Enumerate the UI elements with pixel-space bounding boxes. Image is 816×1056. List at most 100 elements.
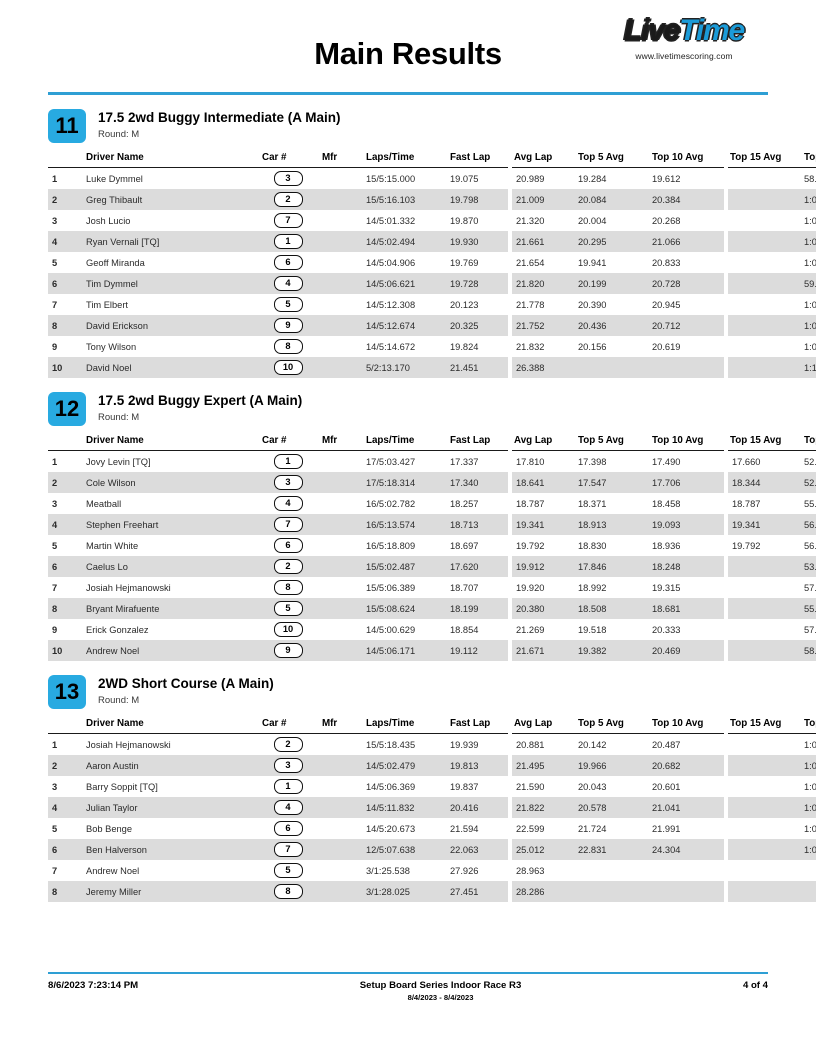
cell-avg: 21.822	[508, 797, 574, 818]
cell-mfr	[318, 252, 362, 273]
cell-pos: 6	[48, 273, 82, 294]
cell-name: Jeremy Miller	[82, 881, 258, 902]
cell-t15: 19.341	[724, 514, 800, 535]
cell-mfr	[318, 839, 362, 860]
section-round: Round: M	[98, 411, 140, 423]
cell-t5: 20.578	[574, 797, 648, 818]
cell-avg: 28.963	[508, 860, 574, 881]
table-row: 7 Andrew Noel 5 3/1:25.538 27.926 28.963	[48, 860, 816, 881]
cell-fast: 21.451	[446, 357, 510, 378]
cell-name: David Erickson	[82, 315, 258, 336]
cell-name: Josiah Hejmanowski	[86, 582, 171, 593]
cell-t15	[724, 619, 800, 640]
cell-name: Erick Gonzalez	[86, 624, 149, 635]
cell-t5: 20.390	[578, 299, 607, 310]
cell-car-number: 3	[258, 168, 318, 190]
cell-t5: 19.284	[578, 173, 607, 184]
table-row: 4 Julian Taylor 4 14/5:11.832 20.416 21.822 20…	[48, 797, 816, 818]
column-header-t3: Top 3 Con	[800, 715, 816, 734]
table-header-row: Driver Name Car # Mfr Laps/Time Fast Lap Avg …	[48, 715, 816, 734]
cell-car-number: 6	[258, 818, 318, 839]
cell-t10: 24.304	[648, 839, 726, 860]
cell-laps: 14/5:06.171	[362, 640, 446, 661]
cell-car-number: 10	[258, 357, 318, 378]
cell-name: Martin White	[86, 540, 139, 551]
cell-t5: 19.966	[574, 755, 648, 776]
section-header: 12 17.5 2wd Buggy Expert (A Main) Round: M	[48, 392, 768, 426]
cell-pos: 8	[48, 881, 82, 902]
table-row: 1 Josiah Hejmanowski 2 15/5:18.435 19.939 20.…	[48, 733, 816, 756]
cell-laps: 15/5:15.000	[366, 173, 416, 184]
column-header-pos	[48, 432, 82, 451]
cell-name: Barry Soppit [TQ]	[86, 781, 158, 792]
cell-t15	[724, 839, 800, 860]
column-header-car: Car #	[258, 715, 318, 734]
table-row: 10 Andrew Noel 9 14/5:06.171 19.112 21.671 19.…	[48, 640, 816, 661]
cell-t5: 19.518	[578, 624, 607, 635]
cell-pos: 5	[52, 540, 58, 551]
section-title: 2WD Short Course (A Main)	[98, 676, 274, 691]
cell-fast: 18.199	[446, 598, 510, 619]
cell-fast: 19.728	[446, 273, 510, 294]
cell-laps: 14/5:20.673	[366, 823, 416, 834]
car-number-badge: 5	[273, 601, 303, 616]
cell-car-number: 5	[258, 860, 318, 881]
table-row: 8 Bryant Mirafuente 5 15/5:08.624 18.199 20.3…	[48, 598, 816, 619]
cell-fast: 19.939	[450, 739, 479, 750]
column-header-fast: Fast Lap	[446, 432, 510, 451]
cell-t3: 1:07.686	[800, 839, 816, 860]
header-divider	[48, 92, 768, 95]
cell-t10: 21.041	[648, 797, 726, 818]
cell-laps: 14/5:14.672	[366, 341, 416, 352]
cell-t15	[724, 189, 800, 210]
cell-avg: 19.792	[508, 535, 574, 556]
cell-fast: 19.837	[450, 781, 479, 792]
cell-fast: 19.824	[450, 341, 479, 352]
race-section: 13 2WD Short Course (A Main) Round: M Drive…	[48, 675, 816, 902]
cell-avg: 17.810	[508, 450, 574, 472]
cell-t3: 55.325	[804, 498, 816, 509]
car-number-badge: 5	[273, 863, 303, 878]
cell-t3: 1:00.682	[804, 739, 816, 750]
cell-car-number: 2	[258, 734, 318, 756]
cell-name: Andrew Noel	[82, 640, 258, 661]
cell-t5: 20.199	[574, 273, 648, 294]
cell-avg: 26.388	[508, 357, 574, 378]
cell-name: Tim Dymmel	[82, 273, 258, 294]
cell-fast: 18.707	[450, 582, 479, 593]
table-row: 5 Bob Benge 6 14/5:20.673 21.594 22.599 21.724…	[48, 818, 816, 839]
cell-laps: 3/1:28.025	[362, 881, 446, 902]
car-number-badge: 8	[273, 884, 303, 899]
table-header-row: Driver Name Car # Mfr Laps/Time Fast Lap Avg …	[48, 149, 816, 168]
car-number-badge: 1	[273, 779, 303, 794]
cell-name: Julian Taylor	[82, 797, 258, 818]
section-header: 13 2WD Short Course (A Main) Round: M	[48, 675, 768, 709]
results-table: Driver Name Car # Mfr Laps/Time Fast Lap Avg …	[48, 149, 816, 378]
cell-laps: 14/5:02.494	[362, 231, 446, 252]
cell-car-number: 3	[258, 472, 318, 493]
cell-fast: 19.813	[446, 755, 510, 776]
cell-t5: 20.142	[578, 739, 607, 750]
cell-avg: 18.787	[508, 493, 574, 514]
cell-pos: 4	[48, 514, 82, 535]
cell-laps: 14/5:12.308	[366, 299, 416, 310]
cell-laps: 16/5:13.574	[362, 514, 446, 535]
car-number-badge: 4	[273, 496, 303, 511]
column-header-fast: Fast Lap	[446, 715, 510, 734]
cell-pos: 8	[48, 598, 82, 619]
cell-laps: 5/2:13.170	[362, 357, 446, 378]
page-footer: 8/6/2023 7:23:14 PM Setup Board Series I…	[48, 972, 768, 1002]
cell-fast: 19.930	[446, 231, 510, 252]
section-header: 11 17.5 2wd Buggy Intermediate (A Main) Ro…	[48, 109, 768, 143]
cell-t15	[724, 860, 800, 881]
cell-mfr	[318, 619, 362, 640]
cell-t5: 17.547	[574, 472, 648, 493]
cell-t15: 19.792	[724, 535, 800, 556]
cell-fast: 19.112	[446, 640, 510, 661]
cell-mfr	[318, 294, 362, 315]
cell-t15	[724, 755, 800, 776]
cell-t15	[724, 294, 800, 315]
table-row: 9 Erick Gonzalez 10 14/5:00.629 18.854 21.269…	[48, 619, 816, 640]
cell-t3: 55.656	[800, 598, 816, 619]
cell-t3	[800, 860, 816, 881]
